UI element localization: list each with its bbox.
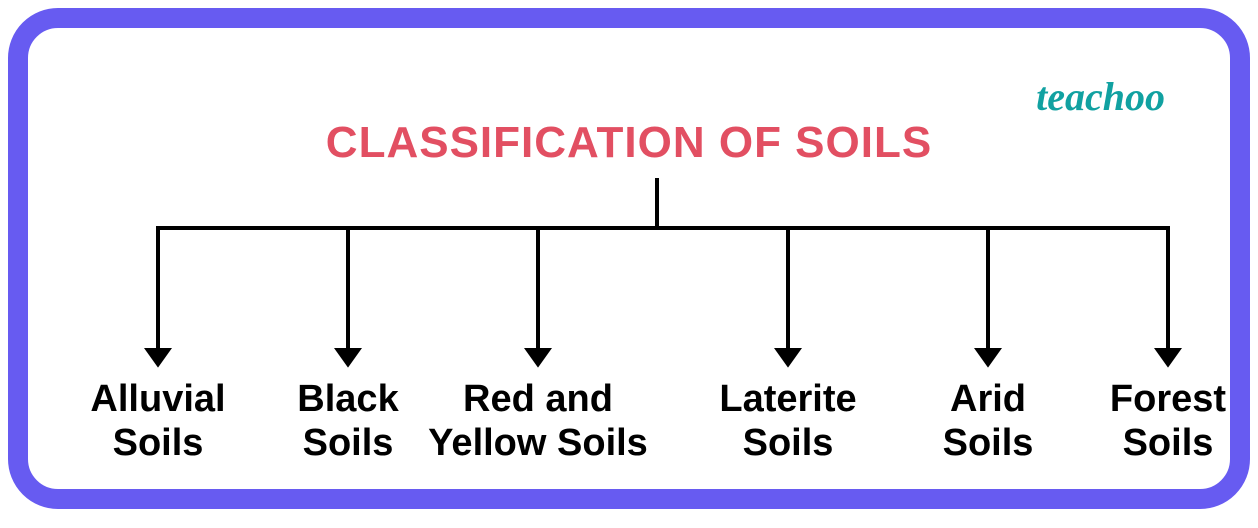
leaf-label: Laterite Soils <box>719 378 856 465</box>
leaf-label: Alluvial Soils <box>90 378 225 465</box>
diagram-frame: teachoo CLASSIFICATION OF SOILS Alluvial… <box>8 8 1250 509</box>
leaf-label: Black Soils <box>297 378 398 465</box>
leaf-label: Forest Soils <box>1110 378 1226 465</box>
leaf-label: Arid Soils <box>943 378 1034 465</box>
leaf-label: Red and Yellow Soils <box>428 378 648 465</box>
